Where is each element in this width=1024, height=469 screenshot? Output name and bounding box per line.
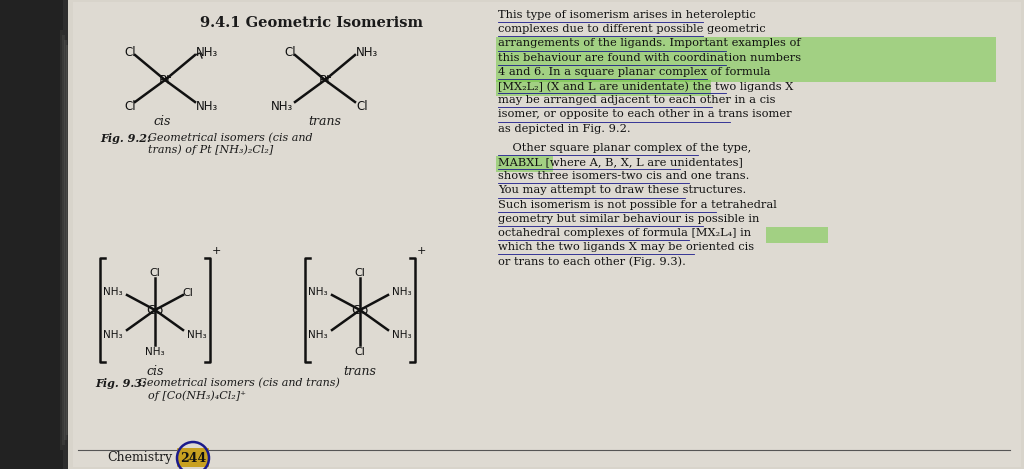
Text: 244: 244 (180, 452, 206, 464)
Text: NH₃: NH₃ (308, 330, 328, 340)
Text: trans) of Pt [NH₃)₂Cl₂]: trans) of Pt [NH₃)₂Cl₂] (148, 144, 273, 155)
Text: NH₃: NH₃ (145, 347, 165, 357)
Text: this behaviour are found with coordination numbers: this behaviour are found with coordinati… (498, 53, 801, 62)
Text: Cl: Cl (124, 45, 136, 59)
Text: 9.4.1 Geometric Isomerism: 9.4.1 Geometric Isomerism (200, 16, 423, 30)
FancyBboxPatch shape (74, 65, 77, 415)
Text: MABXL [where A, B, X, L are unidentates]: MABXL [where A, B, X, L are unidentates] (498, 157, 742, 167)
Text: NH₃: NH₃ (187, 330, 207, 340)
Text: NH₃: NH₃ (196, 45, 218, 59)
Text: NH₃: NH₃ (271, 99, 293, 113)
Text: Cl: Cl (124, 99, 136, 113)
Text: shows three isomers-two cis and one trans.: shows three isomers-two cis and one tran… (498, 171, 750, 181)
Text: NH₃: NH₃ (196, 99, 218, 113)
Text: arrangements of the ligands. Important examples of: arrangements of the ligands. Important e… (498, 38, 801, 48)
FancyBboxPatch shape (62, 35, 65, 445)
Text: trans: trans (308, 115, 341, 128)
Text: of [Co(NH₃)₄Cl₂]⁺: of [Co(NH₃)₄Cl₂]⁺ (148, 390, 246, 401)
Text: Pt: Pt (159, 74, 172, 86)
FancyBboxPatch shape (68, 0, 1024, 469)
Text: cis: cis (146, 365, 164, 378)
Text: 4 and 6. In a square planar complex of formula: 4 and 6. In a square planar complex of f… (498, 67, 770, 77)
Text: NH₃: NH₃ (103, 330, 123, 340)
Text: NH₃: NH₃ (308, 287, 328, 297)
Text: Geometrical isomers (cis and: Geometrical isomers (cis and (148, 133, 312, 144)
Text: octahedral complexes of formula [MX₂L₄] in: octahedral complexes of formula [MX₂L₄] … (498, 228, 752, 238)
Text: NH₃: NH₃ (356, 45, 378, 59)
FancyBboxPatch shape (496, 156, 553, 172)
Text: You may attempt to draw these structures.: You may attempt to draw these structures… (498, 185, 746, 196)
Text: Co: Co (351, 303, 369, 317)
FancyBboxPatch shape (496, 38, 996, 82)
Text: Such isomerism is not possible for a tetrahedral: Such isomerism is not possible for a tet… (498, 200, 777, 210)
Text: +: + (417, 246, 426, 256)
Text: Pt: Pt (318, 74, 332, 86)
Text: isomer, or opposite to each other in a trans isomer: isomer, or opposite to each other in a t… (498, 109, 792, 120)
Text: cis: cis (154, 115, 171, 128)
Text: Fig. 9.2:: Fig. 9.2: (100, 133, 152, 144)
FancyBboxPatch shape (766, 227, 828, 243)
FancyBboxPatch shape (66, 45, 69, 435)
FancyBboxPatch shape (496, 80, 711, 96)
Text: Fig. 9.3:: Fig. 9.3: (95, 378, 146, 389)
Text: may be arranged adjacent to each other in a cis: may be arranged adjacent to each other i… (498, 95, 775, 105)
Text: Geometrical isomers (cis and trans): Geometrical isomers (cis and trans) (138, 378, 340, 388)
Text: Cl: Cl (182, 288, 194, 298)
Text: geometry but similar behaviour is possible in: geometry but similar behaviour is possib… (498, 214, 760, 224)
FancyBboxPatch shape (63, 40, 67, 440)
FancyBboxPatch shape (177, 448, 209, 467)
FancyBboxPatch shape (73, 2, 1021, 467)
Text: NH₃: NH₃ (392, 330, 412, 340)
Text: complexes due to different possible geometric: complexes due to different possible geom… (498, 24, 766, 34)
Text: This type of isomerism arises in heteroleptic: This type of isomerism arises in heterol… (498, 10, 756, 20)
Text: Cl: Cl (285, 45, 296, 59)
FancyBboxPatch shape (60, 30, 63, 450)
Text: NH₃: NH₃ (392, 287, 412, 297)
Text: Other square planar complex of the type,: Other square planar complex of the type, (498, 143, 752, 153)
Text: NH₃: NH₃ (103, 287, 123, 297)
Text: or trans to each other (Fig. 9.3).: or trans to each other (Fig. 9.3). (498, 257, 686, 267)
Text: Co: Co (146, 303, 164, 317)
Text: Cl: Cl (354, 347, 366, 357)
Text: which the two ligands X may be oriented cis: which the two ligands X may be oriented … (498, 242, 754, 252)
FancyBboxPatch shape (72, 60, 75, 420)
FancyBboxPatch shape (70, 55, 73, 425)
Text: +: + (212, 246, 221, 256)
Text: Chemistry: Chemistry (108, 452, 173, 464)
FancyBboxPatch shape (0, 0, 63, 469)
Text: Cl: Cl (150, 268, 161, 278)
Text: Cl: Cl (354, 268, 366, 278)
FancyBboxPatch shape (68, 50, 71, 430)
Text: as depicted in Fig. 9.2.: as depicted in Fig. 9.2. (498, 124, 631, 134)
Text: trans: trans (344, 365, 377, 378)
Text: [MX₂L₂] (X and L are unidentate) the two ligands X: [MX₂L₂] (X and L are unidentate) the two… (498, 81, 794, 91)
Text: Cl: Cl (356, 99, 368, 113)
